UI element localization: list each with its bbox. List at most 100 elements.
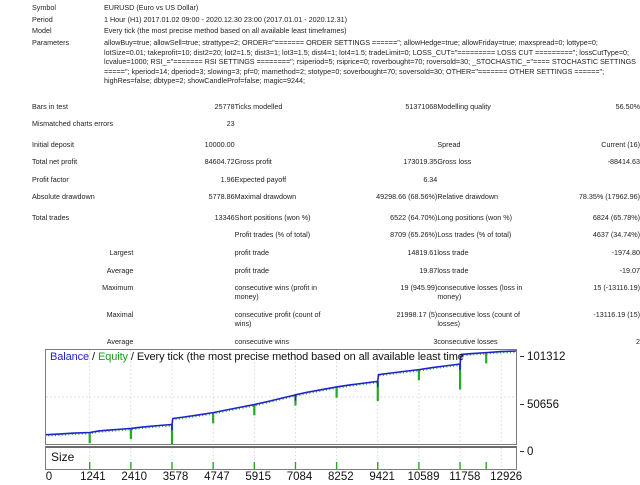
y-tick-mark [520, 404, 524, 406]
row-total-trades: Total trades 13346 Short positions (won … [32, 212, 640, 224]
gross-loss-value: -88414.63 [607, 157, 640, 167]
equity-curve-svg [46, 350, 516, 444]
x-tick-label: 11758 [449, 471, 481, 483]
parameters-label: Parameters [32, 38, 70, 48]
initial-deposit-value: 10000.00 [204, 139, 235, 149]
x-tick-label: 10589 [407, 471, 440, 483]
y-tick-text: 101312 [527, 351, 566, 363]
row-mismatched-charts-errors: Mismatched charts errors 23 [32, 118, 640, 130]
legend-sep-2: / [130, 351, 134, 363]
chart-legend: Balance / Equity / Every tick (the most … [50, 351, 464, 363]
model-label: Model [32, 26, 52, 36]
absolute-drawdown-label: Absolute drawdown [32, 192, 95, 202]
mismatched-label: Mismatched charts errors [32, 119, 114, 129]
gross-profit-value: 173019.35 [403, 157, 438, 167]
x-tick-label: 8252 [328, 471, 354, 483]
average-profit-trade-value: 19.87 [419, 265, 438, 275]
long-positions-value: 6824 (65.78%) [592, 212, 640, 222]
avg-consecutive-losses-label: consecutive losses [437, 336, 498, 346]
x-tick-label: 2410 [121, 471, 148, 483]
row-largest-trade: Largest profit trade 14819.61 loss trade… [32, 247, 640, 259]
bars-in-test-value: 25778 [214, 101, 235, 111]
maximal-drawdown-label: Maximal drawdown [234, 192, 297, 202]
spread-value: Current (16) [601, 139, 640, 149]
maximal-consecutive-profit-label: consecutive profit (count of wins) [234, 310, 321, 329]
loss-trades-label: Loss trades (% of total) [437, 230, 512, 240]
x-tick-label: 9421 [369, 471, 395, 483]
row-bars-in-test: Bars in test 25778 Ticks modelled 513710… [32, 100, 640, 112]
maximum-label: Maximum [102, 283, 134, 293]
ticks-modelled-label: Ticks modelled [234, 101, 283, 111]
row-total-net-profit: Total net profit 84604.72 Gross profit 1… [32, 156, 640, 168]
ticks-modelled-value: 51371068 [405, 101, 438, 111]
parameters-value: allowBuy=true; allowSell=true; strattype… [104, 38, 636, 86]
average-loss-trade-label: loss trade [437, 265, 469, 275]
x-tick-label: 4747 [204, 471, 230, 483]
symbol-label: Symbol [32, 3, 56, 13]
model-value: Every tick (the most precise method base… [104, 26, 347, 36]
size-label: Size [51, 450, 75, 464]
short-positions-value: 6522 (64.70%) [390, 212, 438, 222]
row-average-trade: Average profit trade 19.87 loss trade -1… [32, 264, 640, 276]
period-label: Period [32, 14, 53, 24]
row-maximum-consecutive: Maximum consecutive wins (profit in mone… [32, 282, 640, 303]
chart-x-axis: 0 1241 2410 3578 4747 5915 7084 8252 9421 10589 11… [45, 471, 522, 485]
symbol-value: EURUSD (Euro vs US Dollar) [104, 3, 199, 13]
gross-profit-label: Gross profit [234, 157, 272, 167]
relative-drawdown-value: 78.35% (17962.96) [578, 192, 640, 202]
short-positions-label: Short positions (won %) [234, 212, 311, 222]
gross-loss-label: Gross loss [437, 157, 472, 167]
maximal-label: Maximal [106, 310, 134, 320]
expected-payoff-label: Expected payoff [234, 174, 287, 184]
y-tick-label: 0 [520, 446, 533, 458]
y-tick-label: 101312 [520, 351, 565, 363]
x-tick-label: 7084 [286, 471, 313, 483]
profit-factor-value: 1.96 [220, 174, 235, 184]
maximal-consecutive-loss-label: consecutive loss (count of losses) [437, 310, 521, 329]
header-row-model: Model Every tick (the most precise metho… [32, 25, 640, 37]
average-profit-trade-label: profit trade [234, 265, 270, 275]
largest-profit-trade-label: profit trade [234, 248, 270, 258]
row-maximal-consecutive: Maximal consecutive profit (count of win… [32, 309, 640, 330]
avg-consecutive-wins-label: consecutive wins [234, 336, 289, 346]
modelling-quality-value: 56.50% [615, 101, 640, 111]
maximal-drawdown-value: 49298.66 (68.56%) [376, 192, 438, 202]
average-loss-trade-value: -19.07 [619, 265, 640, 275]
row-absolute-drawdown: Absolute drawdown 5778.86 Maximal drawdo… [32, 191, 640, 203]
avg-consecutive-losses-value: 2 [636, 336, 640, 346]
x-tick-label: 5915 [245, 471, 271, 483]
legend-sep-1: / [92, 351, 95, 363]
total-trades-value: 13346 [214, 212, 235, 222]
y-tick-label: 50656 [520, 399, 559, 411]
avg-consecutive-wins-value: 3 [433, 336, 438, 346]
header-row-period: Period 1 Hour (H1) 2017.01.02 09:00 - 20… [32, 14, 640, 26]
largest-loss-trade-value: -1974.80 [611, 248, 640, 258]
x-tick-label: 12926 [490, 471, 523, 483]
x-tick-label: 3578 [162, 471, 189, 483]
loss-trades-value: 4637 (34.74%) [592, 230, 640, 240]
mismatched-value: 23 [226, 119, 235, 129]
total-net-profit-label: Total net profit [32, 157, 78, 167]
largest-loss-trade-label: loss trade [437, 248, 469, 258]
maximal-consecutive-profit-value: 21998.17 (5) [396, 310, 438, 320]
legend-model-text: Every tick (the most precise method base… [136, 351, 464, 363]
balance-equity-chart: Balance / Equity / Every tick (the most … [0, 349, 640, 485]
relative-drawdown-label: Relative drawdown [437, 192, 499, 202]
chart-size-pane: Size [45, 446, 517, 470]
period-value: 1 Hour (H1) 2017.01.02 09:00 - 2020.12.3… [104, 14, 347, 24]
row-average-consecutive: Average consecutive wins 3 consecutive l… [32, 336, 640, 348]
absolute-drawdown-value: 5778.86 [208, 192, 235, 202]
y-tick-mark [520, 356, 524, 358]
legend-equity: Equity [97, 351, 128, 363]
row-profit-factor: Profit factor 1.96 Expected payoff 6.34 [32, 174, 640, 186]
chart-y-axis: 0 50656 101312 [520, 349, 638, 471]
size-histogram-svg [89, 448, 502, 469]
max-consecutive-losses-label: consecutive losses (loss in money) [437, 283, 523, 302]
legend-balance: Balance [50, 351, 90, 363]
y-tick-text: 0 [527, 446, 534, 458]
total-net-profit-value: 84604.72 [204, 157, 235, 167]
spread-label: Spread [437, 139, 461, 149]
bars-in-test-label: Bars in test [32, 101, 68, 111]
x-tick-label: 1241 [80, 471, 106, 483]
